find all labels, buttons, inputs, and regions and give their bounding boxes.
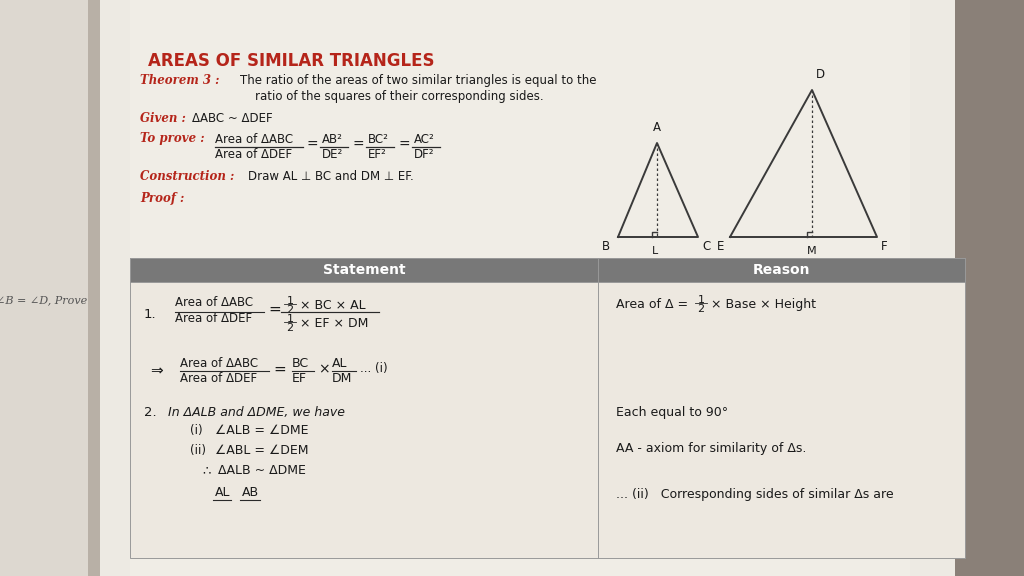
Bar <box>130 0 910 576</box>
Bar <box>85 0 100 576</box>
Text: BC: BC <box>292 357 309 370</box>
Text: ... (i): ... (i) <box>360 362 388 375</box>
Text: C: C <box>702 240 711 253</box>
Text: 1: 1 <box>287 296 294 306</box>
Text: To prove :: To prove : <box>140 132 205 145</box>
Text: Area of ΔABC: Area of ΔABC <box>180 357 258 370</box>
Text: 2: 2 <box>287 305 294 315</box>
Text: BC²: BC² <box>368 133 389 146</box>
Text: =: = <box>307 138 318 152</box>
Text: ×: × <box>318 362 330 376</box>
Text: Area of ΔABC: Area of ΔABC <box>175 296 253 309</box>
Text: In ΔALB and ΔDME, we have: In ΔALB and ΔDME, we have <box>168 406 345 419</box>
Text: Area of ΔABC: Area of ΔABC <box>215 133 293 146</box>
Text: AC²: AC² <box>414 133 435 146</box>
Text: Each equal to 90°: Each equal to 90° <box>616 406 728 419</box>
Text: Draw AL ⊥ BC and DM ⊥ EF.: Draw AL ⊥ BC and DM ⊥ EF. <box>248 170 414 183</box>
Text: Statement: Statement <box>323 263 406 277</box>
Text: ∠B = ∠D, Prove: ∠B = ∠D, Prove <box>0 295 88 305</box>
Bar <box>512 0 1024 576</box>
Bar <box>130 258 965 282</box>
Text: 1: 1 <box>697 295 705 305</box>
Text: DM: DM <box>332 372 352 385</box>
Text: DE²: DE² <box>322 148 343 161</box>
Text: (ii): (ii) <box>190 444 206 457</box>
Bar <box>955 0 1024 576</box>
Text: L: L <box>652 246 658 256</box>
Text: =: = <box>352 138 364 152</box>
Text: A: A <box>653 121 662 134</box>
Text: M: M <box>807 246 817 256</box>
Text: ΔABC ~ ΔDEF: ΔABC ~ ΔDEF <box>193 112 272 125</box>
Text: EF: EF <box>292 372 307 385</box>
Text: Construction :: Construction : <box>140 170 234 183</box>
Text: 2: 2 <box>287 323 294 333</box>
Text: The ratio of the areas of two similar triangles is equal to the: The ratio of the areas of two similar tr… <box>240 74 597 87</box>
Text: ∠ABL = ∠DEM: ∠ABL = ∠DEM <box>215 444 308 457</box>
Text: F: F <box>881 240 888 253</box>
Text: AB²: AB² <box>322 133 343 146</box>
Bar <box>85 0 955 576</box>
Text: 1: 1 <box>287 314 294 324</box>
Text: Given :: Given : <box>140 112 186 125</box>
Text: ∴: ∴ <box>202 464 210 477</box>
Text: Proof :: Proof : <box>140 192 184 205</box>
Text: D: D <box>816 68 825 81</box>
Text: =: = <box>268 302 281 317</box>
Text: × Base × Height: × Base × Height <box>711 298 816 311</box>
Text: ⇒: ⇒ <box>150 364 163 379</box>
Bar <box>0 0 88 576</box>
Bar <box>130 258 965 558</box>
Text: Area of ΔDEF: Area of ΔDEF <box>180 372 257 385</box>
Text: Area of ΔDEF: Area of ΔDEF <box>175 312 252 325</box>
Text: Area of Δ =: Area of Δ = <box>616 298 688 311</box>
Text: =: = <box>273 362 286 377</box>
Text: E: E <box>717 240 724 253</box>
Text: AREAS OF SIMILAR TRIANGLES: AREAS OF SIMILAR TRIANGLES <box>148 52 434 70</box>
Text: ... (ii)   Corresponding sides of similar Δs are: ... (ii) Corresponding sides of similar … <box>616 488 894 501</box>
Text: AL: AL <box>332 357 347 370</box>
Text: AL: AL <box>215 486 230 499</box>
Text: ΔALB ~ ΔDME: ΔALB ~ ΔDME <box>218 464 306 477</box>
Text: 1.: 1. <box>144 308 157 321</box>
Text: Theorem 3 :: Theorem 3 : <box>140 74 219 87</box>
Text: × BC × AL: × BC × AL <box>300 299 366 312</box>
Text: AA - axiom for similarity of Δs.: AA - axiom for similarity of Δs. <box>616 442 806 455</box>
Text: Reason: Reason <box>753 263 810 277</box>
Text: Area of ΔDEF: Area of ΔDEF <box>215 148 292 161</box>
Text: 2: 2 <box>697 304 705 314</box>
Text: B: B <box>602 240 610 253</box>
Text: AB: AB <box>242 486 259 499</box>
Text: =: = <box>398 138 410 152</box>
Text: × EF × DM: × EF × DM <box>300 317 369 330</box>
Text: DF²: DF² <box>414 148 434 161</box>
Text: 2.: 2. <box>144 406 157 419</box>
Text: ∠ALB = ∠DME: ∠ALB = ∠DME <box>215 424 308 437</box>
Text: (i): (i) <box>190 424 203 437</box>
Text: EF²: EF² <box>368 148 387 161</box>
Bar <box>0 0 512 576</box>
Text: ratio of the squares of their corresponding sides.: ratio of the squares of their correspond… <box>255 90 544 103</box>
